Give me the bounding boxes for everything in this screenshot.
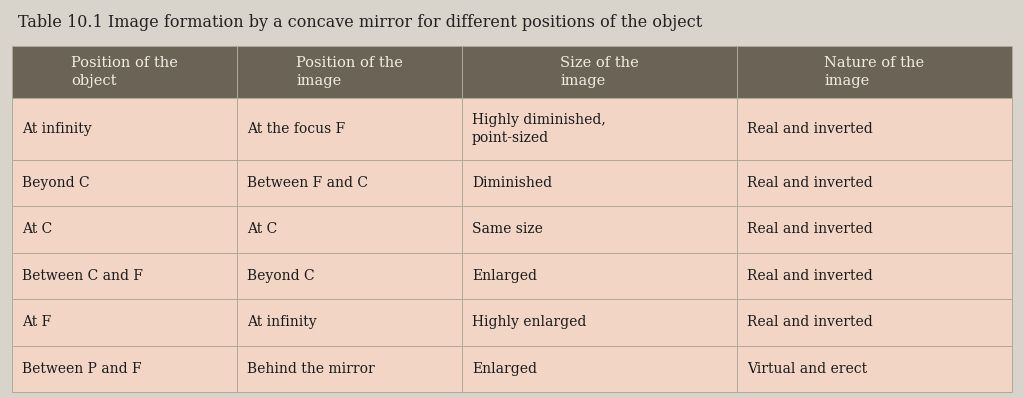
Text: Enlarged: Enlarged (472, 362, 537, 376)
Bar (462, 206, 737, 253)
Text: Same size: Same size (472, 222, 543, 236)
Bar (737, 253, 1012, 299)
Bar (462, 160, 737, 206)
Bar (737, 206, 1012, 253)
Bar (237, 345, 462, 392)
Bar (12, 206, 237, 253)
Text: Highly diminished,
point-sized: Highly diminished, point-sized (472, 113, 606, 144)
Bar (737, 345, 1012, 392)
Text: At infinity: At infinity (22, 122, 91, 136)
Text: At C: At C (247, 222, 278, 236)
Text: Real and inverted: Real and inverted (746, 269, 872, 283)
Bar (12, 98, 237, 160)
Bar (237, 299, 462, 345)
Text: At infinity: At infinity (247, 315, 316, 329)
Bar (462, 46, 737, 98)
Bar (12, 253, 237, 299)
Text: Position of the
image: Position of the image (296, 57, 402, 88)
Bar (237, 160, 462, 206)
Bar (12, 345, 237, 392)
Text: Between C and F: Between C and F (22, 269, 143, 283)
Bar (12, 299, 237, 345)
Text: Size of the
image: Size of the image (560, 57, 639, 88)
Text: Enlarged: Enlarged (472, 269, 537, 283)
Text: Nature of the
image: Nature of the image (824, 57, 925, 88)
Text: Diminished: Diminished (472, 176, 552, 190)
Bar (737, 299, 1012, 345)
Text: Beyond C: Beyond C (22, 176, 90, 190)
Text: At C: At C (22, 222, 52, 236)
Text: Real and inverted: Real and inverted (746, 176, 872, 190)
Text: At the focus F: At the focus F (247, 122, 345, 136)
Bar (237, 206, 462, 253)
Text: Highly enlarged: Highly enlarged (472, 315, 587, 329)
Text: Real and inverted: Real and inverted (746, 315, 872, 329)
Bar (237, 253, 462, 299)
Text: Real and inverted: Real and inverted (746, 222, 872, 236)
Bar (237, 46, 462, 98)
Text: Beyond C: Beyond C (247, 269, 314, 283)
Bar (462, 98, 737, 160)
Bar (462, 253, 737, 299)
Text: Real and inverted: Real and inverted (746, 122, 872, 136)
Bar (737, 160, 1012, 206)
Text: Behind the mirror: Behind the mirror (247, 362, 375, 376)
Bar (462, 345, 737, 392)
Bar (462, 299, 737, 345)
Bar (737, 46, 1012, 98)
Text: At F: At F (22, 315, 51, 329)
Text: Virtual and erect: Virtual and erect (746, 362, 867, 376)
Text: Position of the
object: Position of the object (71, 57, 178, 88)
Text: Between P and F: Between P and F (22, 362, 141, 376)
Text: Table 10.1 Image formation by a concave mirror for different positions of the ob: Table 10.1 Image formation by a concave … (18, 14, 702, 31)
Text: Between F and C: Between F and C (247, 176, 368, 190)
Bar (237, 98, 462, 160)
Bar (12, 160, 237, 206)
Bar (737, 98, 1012, 160)
Bar (12, 46, 237, 98)
